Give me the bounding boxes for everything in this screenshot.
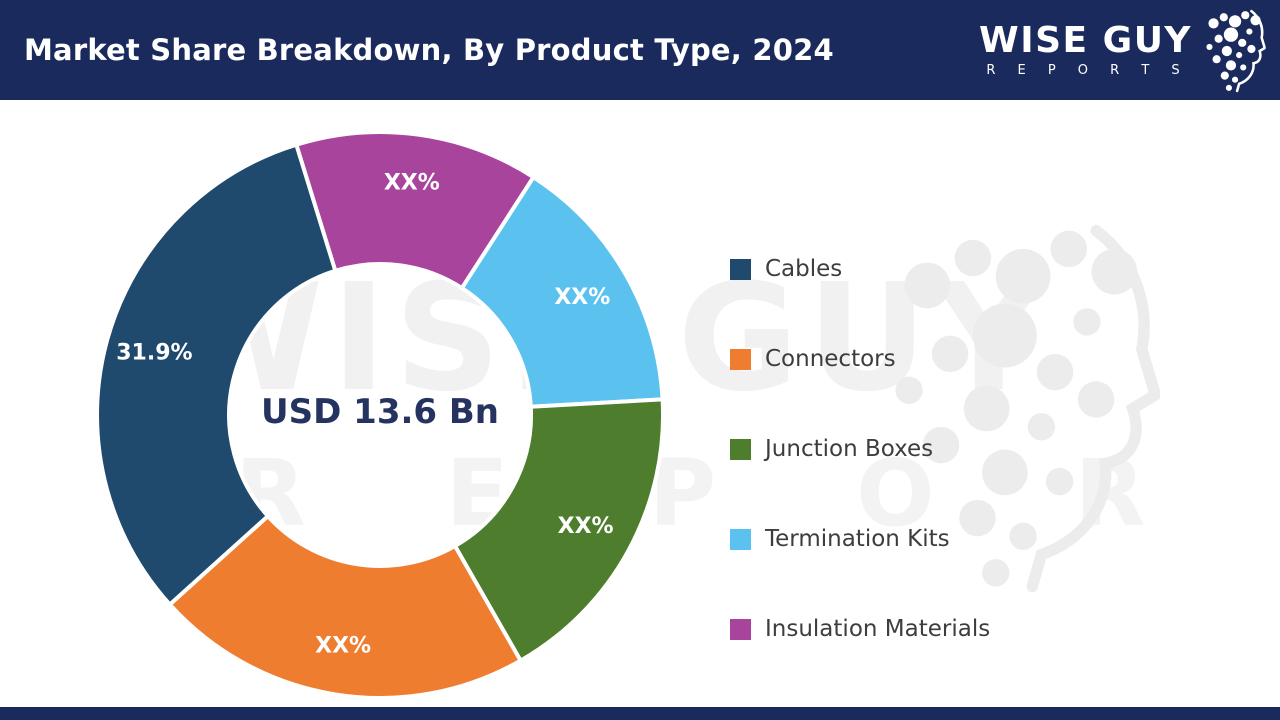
- header-bar: Market Share Breakdown, By Product Type,…: [0, 0, 1280, 100]
- legend-label-termination-kits: Termination Kits: [765, 526, 950, 552]
- legend-item-cables: Cables: [730, 256, 990, 282]
- legend-swatch: [730, 618, 751, 640]
- legend-label-junction-boxes: Junction Boxes: [765, 436, 934, 462]
- legend-swatch: [730, 348, 751, 370]
- brand-logo: WISE GUY R E P O R T S: [979, 7, 1266, 93]
- legend-swatch: [730, 528, 751, 550]
- segment-label-connectors: XX%: [315, 634, 371, 659]
- legend-label-cables: Cables: [765, 256, 843, 282]
- legend-item-junction-boxes: Junction Boxes: [730, 436, 990, 462]
- legend-label-insulation-materials: Insulation Materials: [765, 616, 991, 642]
- segment-label-cables: 31.9%: [116, 340, 192, 365]
- legend-item-termination-kits: Termination Kits: [730, 526, 990, 552]
- chart-legend: Cables Connectors Junction Boxes Termina…: [730, 256, 990, 706]
- brand-wordmark: WISE GUY R E P O R T S: [978, 20, 1192, 78]
- segment-label-junction-boxes: XX%: [558, 514, 614, 539]
- legend-swatch: [730, 258, 751, 280]
- donut-chart: XX% XX% XX% XX% 31.9%: [95, 130, 666, 700]
- chart-center-value: USD 13.6 Bn: [261, 392, 499, 432]
- donut-segment-termination-kits: [459, 175, 665, 409]
- donut-segment-insulation-materials: [294, 130, 536, 291]
- footer-bar: [0, 707, 1280, 720]
- brand-head-icon: [1200, 7, 1266, 93]
- brand-reports-text: R E P O R T S: [986, 63, 1189, 78]
- brand-name-text: WISE GUY: [978, 20, 1192, 61]
- segment-label-termination-kits: XX%: [554, 285, 610, 310]
- legend-label-connectors: Connectors: [765, 346, 896, 372]
- legend-swatch: [730, 438, 751, 460]
- legend-item-connectors: Connectors: [730, 346, 990, 372]
- donut-segment-connectors: [167, 514, 523, 700]
- segment-label-insulation-materials: XX%: [384, 171, 440, 196]
- page-title: Market Share Breakdown, By Product Type,…: [24, 33, 834, 67]
- donut-segment-cables: [95, 142, 338, 607]
- donut-segment-junction-boxes: [453, 397, 666, 663]
- legend-item-insulation-materials: Insulation Materials: [730, 616, 990, 642]
